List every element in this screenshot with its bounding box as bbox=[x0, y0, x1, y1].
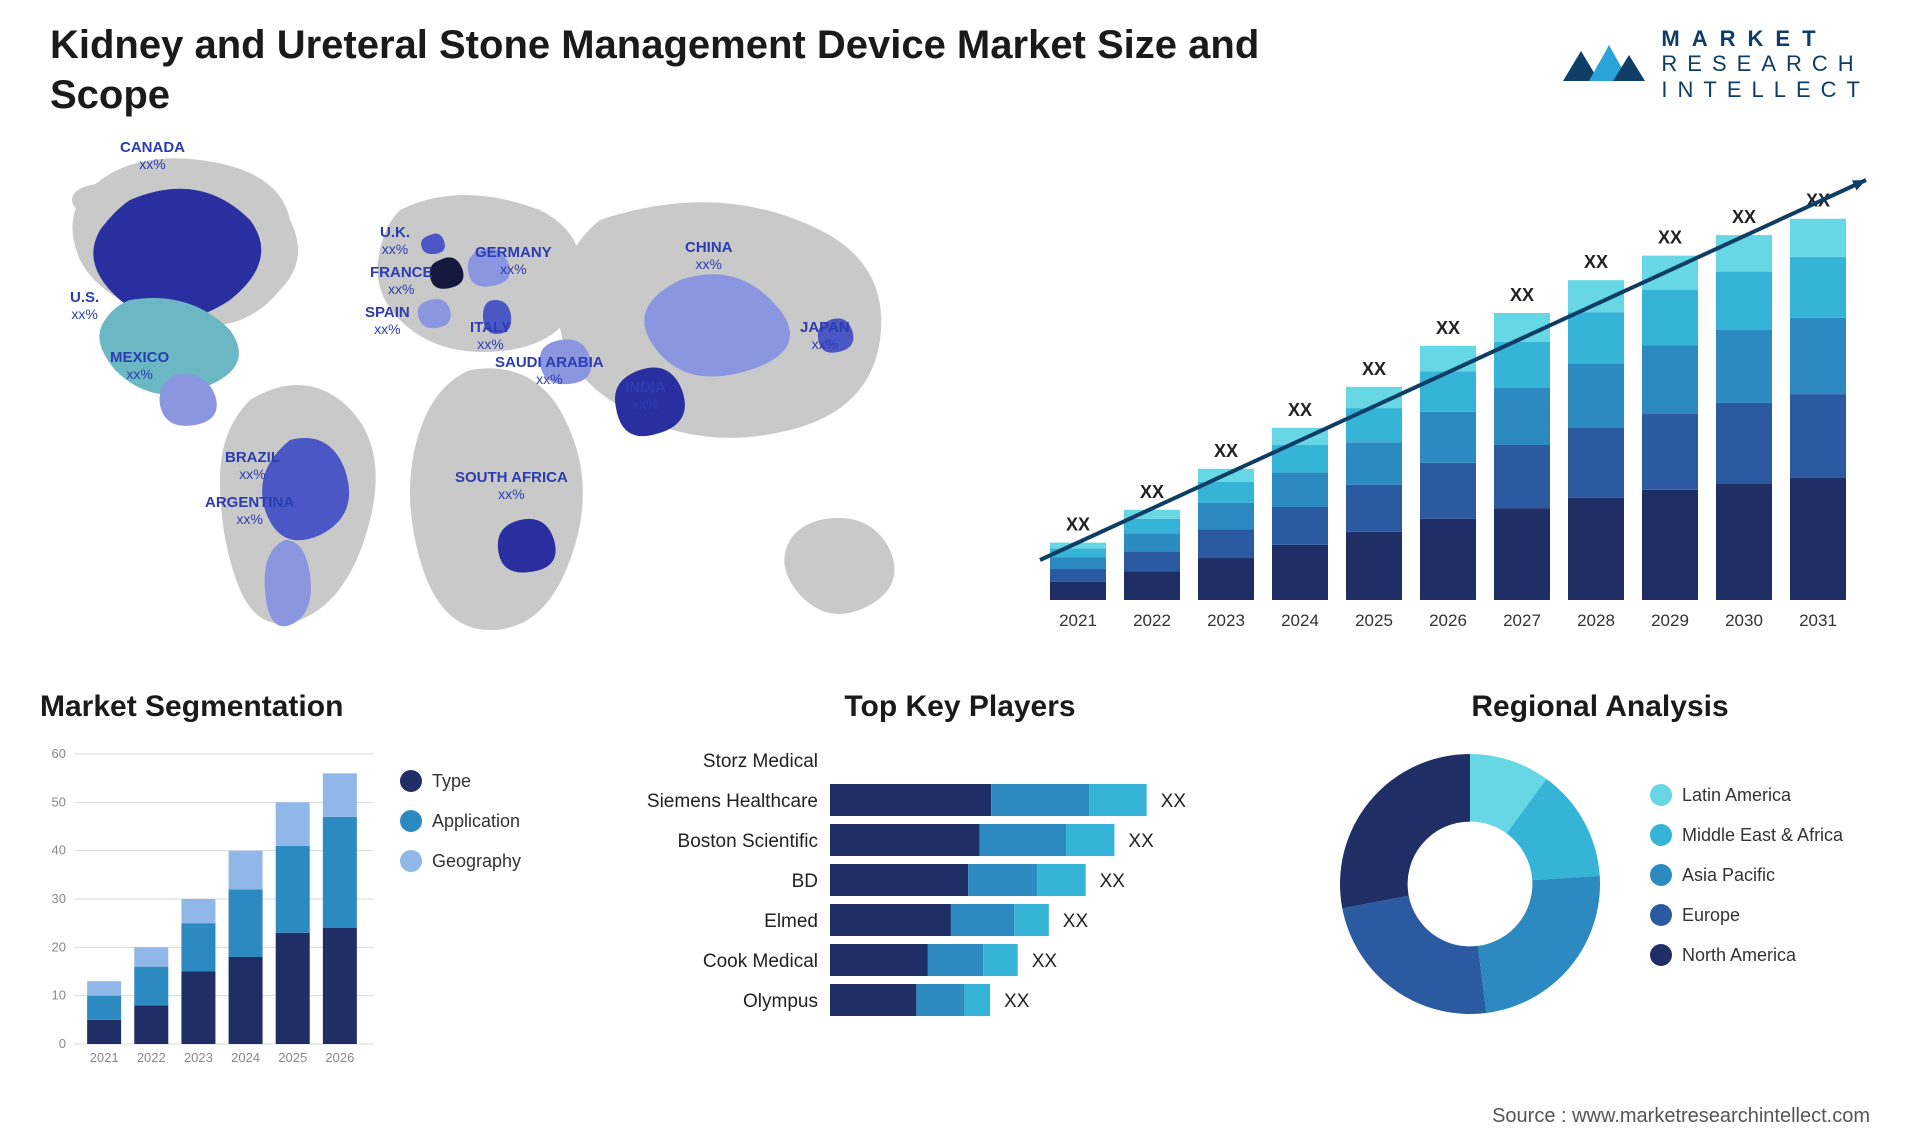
logo-mark-icon bbox=[1559, 33, 1647, 95]
map-label: FRANCExx% bbox=[370, 265, 433, 297]
map-label: SPAINxx% bbox=[365, 305, 410, 337]
legend-item: Asia Pacific bbox=[1650, 864, 1843, 886]
svg-text:XX: XX bbox=[1032, 951, 1058, 972]
legend-item: Latin America bbox=[1650, 784, 1843, 806]
svg-text:Olympus: Olympus bbox=[743, 991, 818, 1012]
svg-text:2026: 2026 bbox=[1429, 611, 1467, 630]
source-text: Source : www.marketresearchintellect.com bbox=[1492, 1105, 1870, 1128]
legend-item: Middle East & Africa bbox=[1650, 824, 1843, 846]
players-panel: Top Key Players Storz Medical Siemens Hea… bbox=[630, 690, 1290, 1090]
svg-text:2022: 2022 bbox=[1133, 611, 1171, 630]
svg-text:BD: BD bbox=[792, 871, 818, 892]
legend-item: North America bbox=[1650, 944, 1843, 966]
svg-text:XX: XX bbox=[1658, 228, 1682, 248]
map-label: GERMANYxx% bbox=[475, 245, 552, 277]
svg-text:2027: 2027 bbox=[1503, 611, 1541, 630]
map-label: SAUDI ARABIAxx% bbox=[495, 355, 604, 387]
svg-text:XX: XX bbox=[1214, 441, 1238, 461]
svg-text:2025: 2025 bbox=[1355, 611, 1393, 630]
svg-text:XX: XX bbox=[1140, 482, 1164, 502]
map-label: U.S.xx% bbox=[70, 290, 99, 322]
brand-logo: MARKET RESEARCH INTELLECT bbox=[1559, 26, 1870, 102]
map-label: ARGENTINAxx% bbox=[205, 495, 294, 527]
map-label: JAPANxx% bbox=[800, 320, 850, 352]
svg-text:XX: XX bbox=[1100, 871, 1126, 892]
svg-text:2030: 2030 bbox=[1725, 611, 1763, 630]
svg-text:50: 50 bbox=[52, 794, 66, 809]
map-label: CHINAxx% bbox=[685, 240, 733, 272]
svg-text:60: 60 bbox=[52, 746, 66, 761]
map-label: SOUTH AFRICAxx% bbox=[455, 470, 568, 502]
regional-title: Regional Analysis bbox=[1320, 690, 1880, 724]
svg-text:Boston Scientific: Boston Scientific bbox=[678, 831, 818, 852]
svg-text:2025: 2025 bbox=[278, 1050, 307, 1065]
svg-text:20: 20 bbox=[52, 939, 66, 954]
map-label: ITALYxx% bbox=[470, 320, 511, 352]
legend-item: Europe bbox=[1650, 904, 1843, 926]
page-title: Kidney and Ureteral Stone Management Dev… bbox=[50, 20, 1300, 120]
svg-text:Elmed: Elmed bbox=[764, 911, 818, 932]
legend-item: Geography bbox=[400, 850, 521, 872]
svg-text:30: 30 bbox=[52, 891, 66, 906]
svg-text:XX: XX bbox=[1584, 252, 1608, 272]
svg-text:XX: XX bbox=[1436, 318, 1460, 338]
svg-text:2031: 2031 bbox=[1799, 611, 1837, 630]
svg-text:2023: 2023 bbox=[1207, 611, 1245, 630]
growth-chart: XX 2021 XX 2022 XX 2023 XX 2024 XX 2025 XX 2026 XX 20… bbox=[1000, 150, 1880, 650]
map-label: CANADAxx% bbox=[120, 140, 185, 172]
world-map: CANADAxx% U.S.xx% MEXICOxx% BRAZILxx% ARGENT… bbox=[40, 140, 960, 660]
map-label: INDIAxx% bbox=[625, 380, 666, 412]
segmentation-panel: Market Segmentation 0 10 20 30 40 50 60 2021 202… bbox=[40, 690, 600, 1090]
svg-text:2024: 2024 bbox=[1281, 611, 1319, 630]
svg-text:2029: 2029 bbox=[1651, 611, 1689, 630]
svg-text:XX: XX bbox=[1066, 515, 1090, 535]
segmentation-title: Market Segmentation bbox=[40, 690, 600, 724]
players-title: Top Key Players bbox=[630, 690, 1290, 724]
svg-text:2022: 2022 bbox=[137, 1050, 166, 1065]
svg-text:XX: XX bbox=[1288, 400, 1312, 420]
map-label: BRAZILxx% bbox=[225, 450, 280, 482]
svg-text:XX: XX bbox=[1510, 285, 1534, 305]
svg-text:XX: XX bbox=[1732, 207, 1756, 227]
svg-text:XX: XX bbox=[1161, 791, 1187, 812]
map-label: MEXICOxx% bbox=[110, 350, 169, 382]
svg-text:2023: 2023 bbox=[184, 1050, 213, 1065]
svg-text:2021: 2021 bbox=[90, 1050, 119, 1065]
svg-text:XX: XX bbox=[1004, 991, 1030, 1012]
svg-text:2026: 2026 bbox=[325, 1050, 354, 1065]
logo-line2: RESEARCH bbox=[1661, 51, 1870, 76]
svg-text:2028: 2028 bbox=[1577, 611, 1615, 630]
svg-text:10: 10 bbox=[52, 988, 66, 1003]
svg-text:Siemens Healthcare: Siemens Healthcare bbox=[647, 791, 818, 812]
logo-line3: INTELLECT bbox=[1661, 77, 1870, 102]
svg-text:XX: XX bbox=[1362, 359, 1386, 379]
svg-text:2021: 2021 bbox=[1059, 611, 1097, 630]
map-label: U.K.xx% bbox=[380, 225, 410, 257]
svg-text:Storz Medical: Storz Medical bbox=[703, 751, 818, 772]
svg-text:XX: XX bbox=[1128, 831, 1154, 852]
svg-text:Cook Medical: Cook Medical bbox=[703, 951, 818, 972]
svg-text:40: 40 bbox=[52, 843, 66, 858]
svg-text:XX: XX bbox=[1063, 911, 1089, 932]
regional-panel: Regional Analysis Latin America Middle Ea… bbox=[1320, 690, 1880, 1090]
logo-line1: MARKET bbox=[1661, 26, 1870, 51]
svg-text:0: 0 bbox=[59, 1036, 66, 1051]
svg-text:2024: 2024 bbox=[231, 1050, 260, 1065]
legend-item: Type bbox=[400, 770, 521, 792]
legend-item: Application bbox=[400, 810, 521, 832]
